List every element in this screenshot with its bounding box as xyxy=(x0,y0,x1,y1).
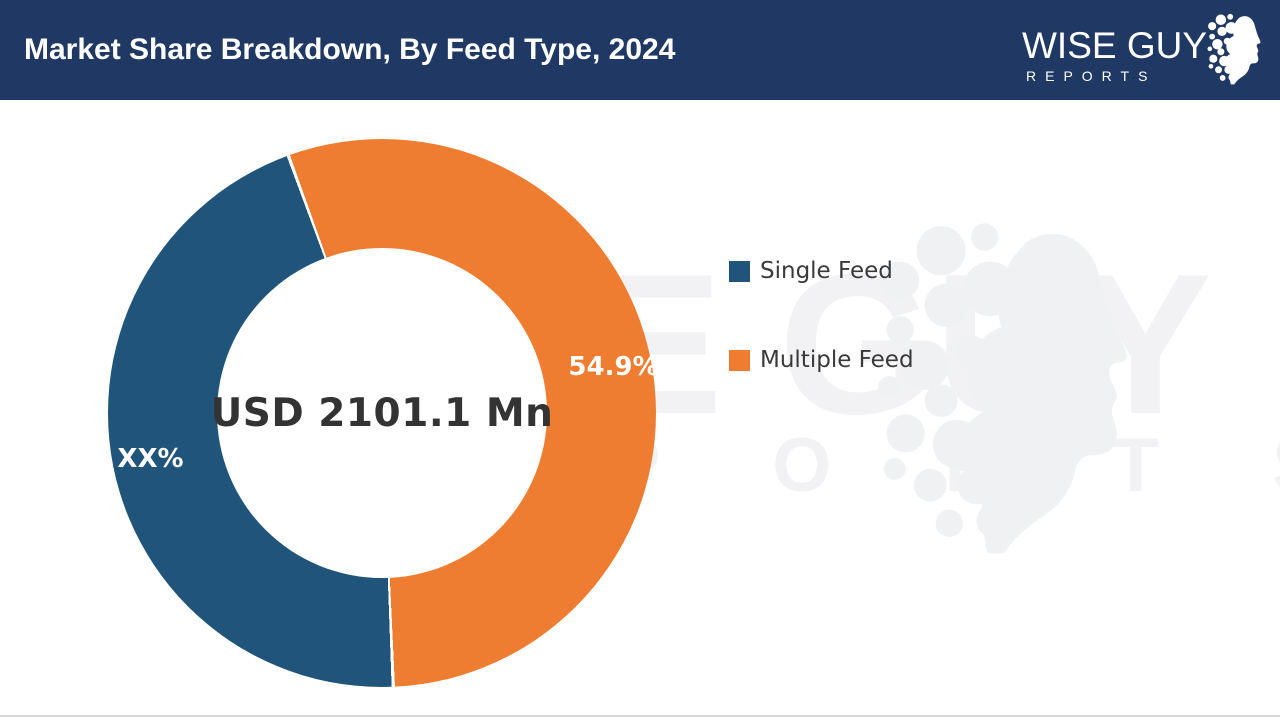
legend-item-single-feed: Single Feed xyxy=(729,258,914,284)
page-title: Market Share Breakdown, By Feed Type, 20… xyxy=(24,33,676,66)
chart-legend: Single Feed Multiple Feed xyxy=(729,258,914,373)
donut-chart: USD 2101.1 Mn 54.9% XX% xyxy=(108,139,659,687)
slice-label-single-feed: XX% xyxy=(117,443,184,474)
bottom-divider xyxy=(0,715,1280,717)
header-bar: Market Share Breakdown, By Feed Type, 20… xyxy=(0,0,1280,100)
legend-item-multiple-feed: Multiple Feed xyxy=(729,347,914,373)
logo-text-line2: REPORTS xyxy=(1026,68,1156,84)
chart-center-label: USD 2101.1 Mn xyxy=(210,390,554,436)
wise-guy-reports-logo: WISE GUY REPORTS xyxy=(1022,13,1261,85)
legend-label-single-feed: Single Feed xyxy=(760,258,893,284)
legend-label-multiple-feed: Multiple Feed xyxy=(760,347,914,373)
legend-swatch-multiple-feed xyxy=(729,349,750,371)
donut-hole: USD 2101.1 Mn xyxy=(211,248,553,578)
legend-swatch-single-feed xyxy=(729,260,750,282)
logo-face-icon xyxy=(1207,13,1261,85)
slice-label-multiple-feed: 54.9% xyxy=(568,352,659,383)
logo-text-line1: WISE GUY xyxy=(1022,25,1207,66)
